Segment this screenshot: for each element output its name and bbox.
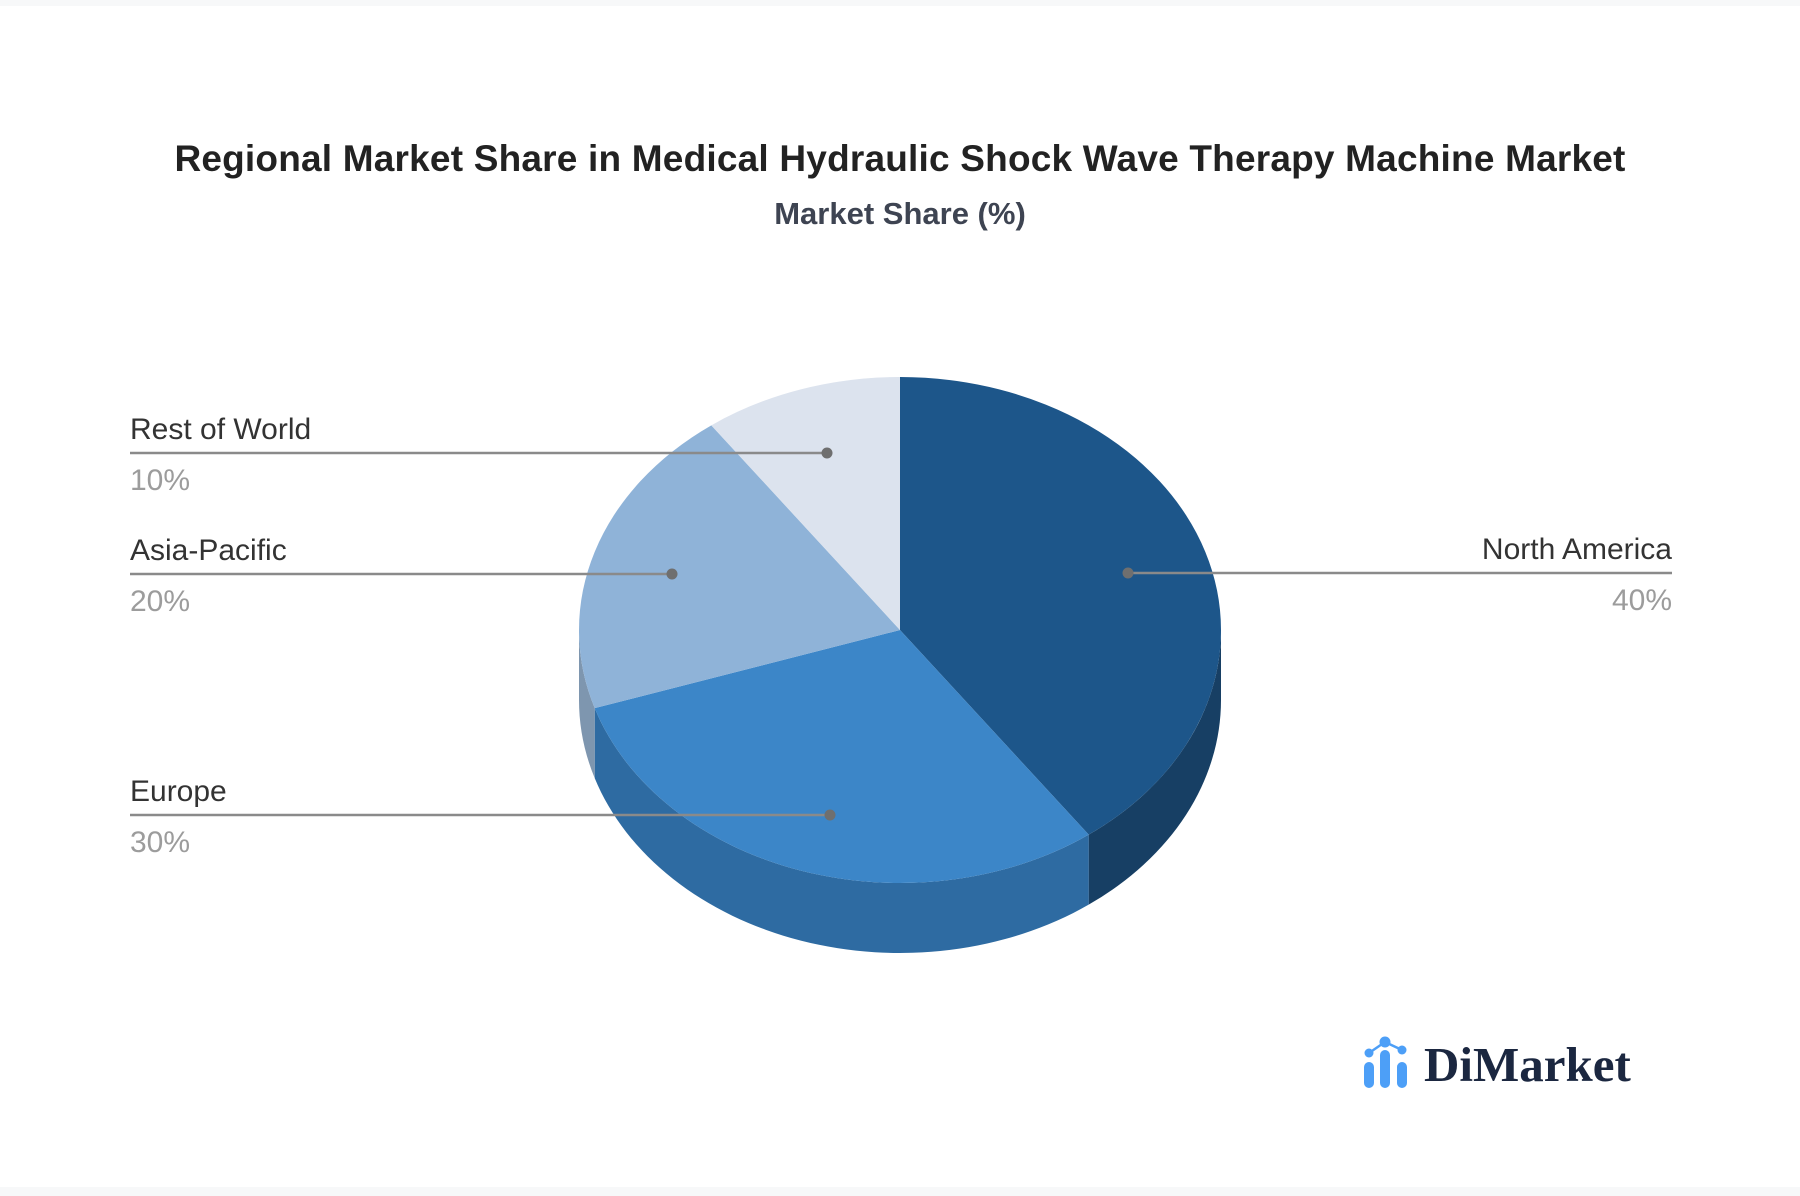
label-block-asia-pacific: Asia-Pacific 20% [130,533,287,620]
chart-title: Regional Market Share in Medical Hydraul… [174,138,1626,179]
slice-label: Asia-Pacific [130,534,287,567]
slice-value: 40% [1611,584,1672,617]
chart-subtitle: Market Share (%) [774,196,1026,231]
slice-value: 20% [130,585,191,618]
label-block-north-america: North America 40% [1482,532,1672,619]
label-block-rest-of-world: Rest of World 10% [130,412,311,499]
pie-slice-side-north-america [1088,630,1221,905]
dimarket-logo: DiMarket [1364,1036,1631,1091]
leader-dot-asia-pacific [666,568,678,580]
slice-value: 30% [130,826,191,859]
pie-slice-side-europe [594,708,1089,953]
leader-dot-rest-of-world [821,447,833,459]
label-block-europe: Europe 30% [130,774,227,861]
slice-label: North America [1481,533,1672,566]
pie-slice-asia-pacific [579,425,900,709]
pie-slice-north-america [900,377,1221,835]
leader-dot-europe [824,809,836,821]
slice-label: Rest of World [130,413,312,446]
dimarket-logo-text: DiMarket [1424,1037,1631,1092]
bottom-edge-strip [0,1187,1800,1196]
pie-slice-rest-of-world [711,377,900,630]
top-edge-strip [0,0,1800,6]
slice-label: Europe [130,775,227,808]
pie-slice-side-asia-pacific [578,630,595,779]
slice-value: 10% [130,464,191,497]
leader-dot-north-america [1122,567,1134,579]
pie-slice-europe [594,630,1089,883]
mini-bar-chart-sparkline-icon [1364,1036,1407,1088]
